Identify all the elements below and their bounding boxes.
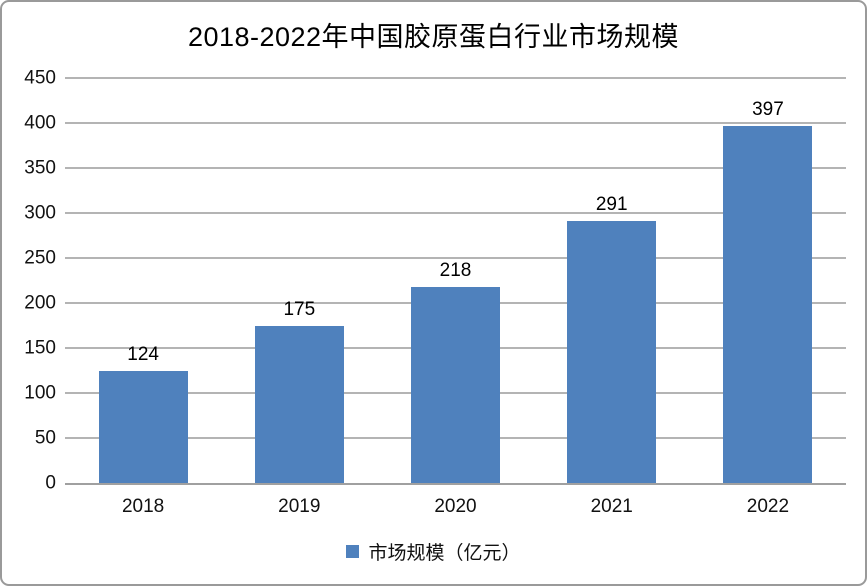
gridline-300 — [65, 212, 846, 215]
bar-slot-2019: 175 — [221, 78, 377, 483]
y-tick-label-400: 400 — [24, 112, 56, 134]
x-axis: 2018 2019 2020 2021 2022 — [65, 496, 846, 518]
y-tick-label-250: 250 — [24, 247, 56, 269]
bar-slot-2021: 291 — [534, 78, 690, 483]
y-tick-label-350: 350 — [24, 157, 56, 179]
bar-slot-2020: 218 — [377, 78, 533, 483]
bar-2021 — [567, 221, 657, 483]
x-tick-label-2021: 2021 — [590, 496, 633, 517]
bar-value-label-2021: 291 — [595, 194, 628, 216]
legend-swatch-icon — [346, 545, 360, 558]
bar-series: 124 175 218 291 397 — [65, 78, 846, 483]
bar-2019 — [254, 325, 344, 483]
plot-area: 124 175 218 291 397 — [65, 77, 846, 485]
legend: 市场规模（亿元） — [2, 538, 865, 565]
bar-value-label-2018: 124 — [127, 344, 159, 366]
y-tick-label-300: 300 — [24, 202, 56, 224]
y-tick-label-50: 50 — [34, 427, 56, 449]
bar-2020 — [411, 286, 500, 483]
bar-value-label-2019: 175 — [283, 298, 316, 320]
bar-value-label-2022: 397 — [752, 98, 784, 120]
y-tick-label-200: 200 — [24, 292, 56, 314]
x-tick-label-2020: 2020 — [434, 496, 477, 517]
bar-2022 — [723, 125, 813, 483]
y-tick-label-0: 0 — [45, 472, 56, 494]
gridline-250 — [65, 257, 846, 259]
chart-title: 2018-2022年中国胶原蛋白行业市场规模 — [187, 22, 680, 52]
bar-value-label-2020: 218 — [439, 259, 472, 281]
bar-slot-2022: 397 — [690, 78, 846, 483]
x-tick-label-2022: 2022 — [746, 496, 790, 517]
gridline-450 — [65, 77, 846, 79]
gridline-400 — [65, 122, 846, 125]
gridline-350 — [65, 167, 846, 169]
y-axis: 0 50 100 150 200 250 300 350 400 450 — [10, 69, 56, 493]
x-tick-label-2019: 2019 — [278, 496, 321, 517]
y-tick-label-100: 100 — [24, 382, 56, 404]
y-tick-label-150: 150 — [24, 337, 56, 359]
legend-label: 市场规模（亿元） — [368, 543, 521, 564]
y-tick-label-450: 450 — [24, 67, 56, 89]
bar-slot-2018: 124 — [65, 78, 221, 483]
bar-2018 — [98, 371, 188, 483]
x-tick-label-2018: 2018 — [121, 496, 165, 517]
